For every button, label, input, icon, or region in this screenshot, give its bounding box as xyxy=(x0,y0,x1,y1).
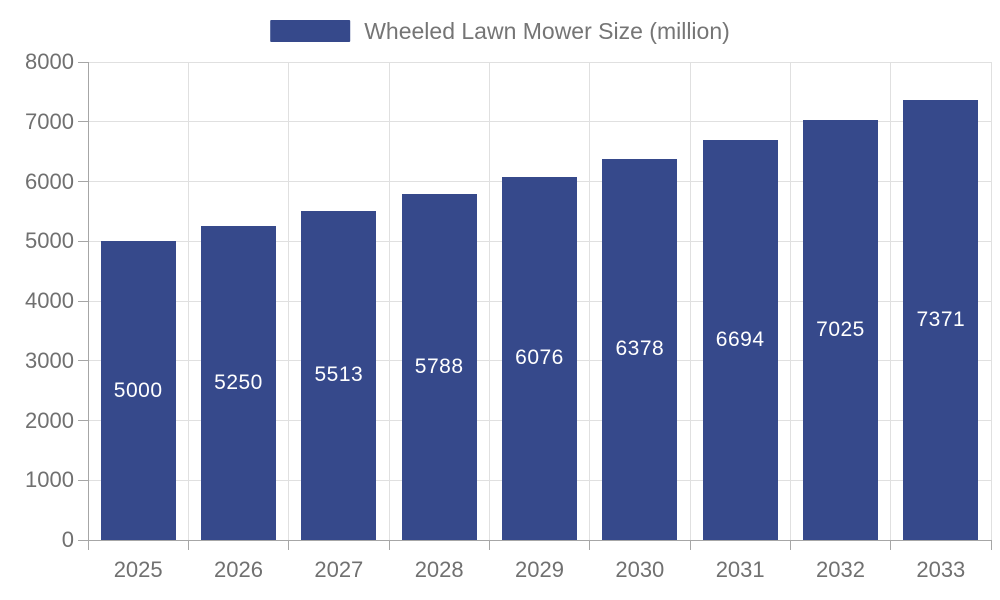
y-axis-line xyxy=(87,62,89,540)
y-axis-tick-label: 4000 xyxy=(25,288,74,313)
x-axis-tick-label: 2032 xyxy=(816,557,865,582)
bar-value-label: 6378 xyxy=(615,337,665,361)
x-axis-tick-label: 2031 xyxy=(715,557,765,582)
x-axis-tick xyxy=(589,540,591,550)
x-axis-tick-label: 2029 xyxy=(515,557,564,582)
bar: 6694 xyxy=(702,140,778,540)
x-gridline xyxy=(890,62,892,540)
y-axis-tick-label: 2000 xyxy=(25,407,74,433)
x-axis-tick xyxy=(87,540,89,550)
x-gridline xyxy=(388,62,390,540)
x-gridline xyxy=(488,62,490,540)
bar-value-label: 5250 xyxy=(214,371,263,395)
bar-value-label: 5000 xyxy=(113,378,163,402)
y-axis-tick-label: 3000 xyxy=(25,347,74,373)
x-gridline xyxy=(288,62,290,540)
bar: 5513 xyxy=(301,210,377,540)
y-axis-tick xyxy=(78,360,88,362)
bar: 7371 xyxy=(903,99,979,540)
y-axis-tick xyxy=(78,420,88,421)
x-gridline xyxy=(689,62,691,540)
x-axis-tick xyxy=(388,540,390,550)
x-axis-tick xyxy=(288,540,290,550)
bar-value-label: 7371 xyxy=(916,307,966,331)
y-axis-tick xyxy=(78,121,88,123)
y-axis-tick-label: 6000 xyxy=(25,168,74,194)
bar: 6378 xyxy=(602,158,678,540)
x-gridline xyxy=(589,62,591,540)
x-axis-tick xyxy=(689,540,691,550)
x-gridline xyxy=(990,62,992,540)
x-axis-tick xyxy=(488,540,490,550)
x-gridline xyxy=(789,62,791,540)
x-axis-tick xyxy=(187,540,189,550)
y-axis-tick-label: 0 xyxy=(61,527,74,552)
x-axis-tick-label: 2033 xyxy=(916,557,966,582)
y-gridline xyxy=(88,121,991,123)
y-axis-tick xyxy=(78,61,88,63)
x-axis-tick-label: 2025 xyxy=(113,557,163,582)
x-axis-tick-label: 2027 xyxy=(314,557,364,582)
legend-label[interactable]: Wheeled Lawn Mower Size (million) xyxy=(364,18,730,44)
x-axis-tick xyxy=(789,540,791,550)
bar-value-label: 6076 xyxy=(515,346,564,370)
x-gridline xyxy=(187,62,189,540)
x-axis-tick-label: 2030 xyxy=(615,557,665,582)
x-axis-tick-label: 2028 xyxy=(414,557,464,582)
bar: 6076 xyxy=(502,176,577,540)
chart-legend[interactable]: Wheeled Lawn Mower Size (million) xyxy=(270,17,730,45)
bar-value-label: 5788 xyxy=(414,355,464,379)
y-axis-tick xyxy=(78,240,88,242)
bar: 7025 xyxy=(803,120,878,540)
x-axis-line xyxy=(88,539,991,541)
x-axis-tick xyxy=(890,540,892,550)
x-axis-tick xyxy=(990,540,992,550)
bar-value-label: 6694 xyxy=(715,328,765,351)
x-axis-tick-label: 2026 xyxy=(214,557,263,582)
y-axis-tick xyxy=(78,300,88,302)
y-axis-tick xyxy=(78,479,88,481)
y-axis-tick-label: 8000 xyxy=(25,49,74,74)
bar: 5250 xyxy=(201,226,276,540)
bar: 5788 xyxy=(401,194,477,540)
y-axis-tick-label: 7000 xyxy=(25,108,74,134)
y-axis-tick xyxy=(78,539,88,541)
bar: 5000 xyxy=(100,241,176,540)
legend-swatch[interactable] xyxy=(270,20,351,42)
y-axis-tick-label: 5000 xyxy=(25,228,74,254)
bar-value-label: 7025 xyxy=(816,318,865,342)
y-gridline xyxy=(88,61,991,63)
y-axis-tick-label: 1000 xyxy=(25,467,74,493)
y-axis-tick xyxy=(78,181,88,182)
bar-value-label: 5513 xyxy=(314,363,364,387)
